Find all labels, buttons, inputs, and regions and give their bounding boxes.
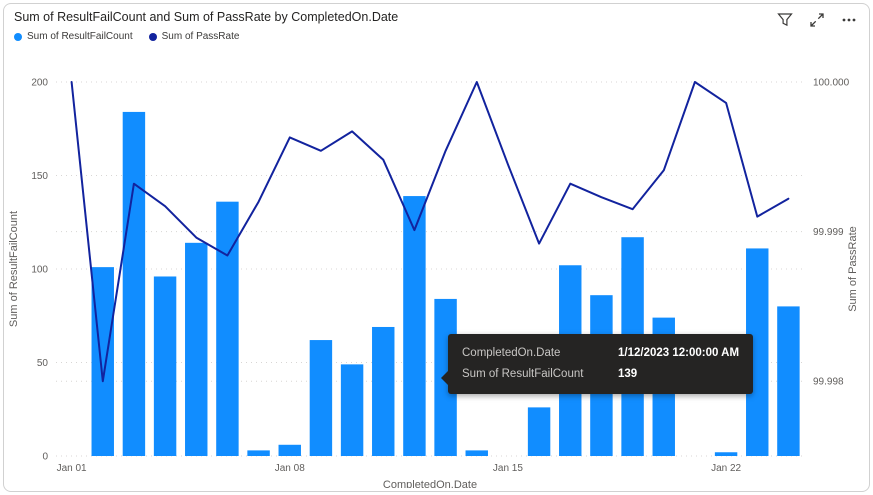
bar[interactable] xyxy=(340,364,364,456)
bar[interactable] xyxy=(153,276,177,456)
bar[interactable] xyxy=(777,306,800,456)
bar[interactable] xyxy=(216,201,239,456)
legend-item-label: Sum of ResultFailCount xyxy=(27,31,133,42)
legend-item-resultfailcount[interactable]: Sum of ResultFailCount xyxy=(14,31,133,42)
visual-card: Sum of ResultFailCount and Sum of PassRa… xyxy=(3,3,870,492)
legend: Sum of ResultFailCount Sum of PassRate xyxy=(14,31,239,42)
tooltip-value: 139 xyxy=(618,368,638,380)
bar[interactable] xyxy=(403,196,426,456)
more-options-icon[interactable] xyxy=(841,12,857,28)
chart-area[interactable]: 0 50 100 150 200 99.998 99.999 100.000 Jan 01 Jan… xyxy=(4,48,869,492)
legend-dot-resultfailcount xyxy=(14,32,22,41)
tooltip: CompletedOn.Date 1/12/2023 12:00:00 AM S… xyxy=(441,334,754,394)
tooltip-row: CompletedOn.Date 1/12/2023 12:00:00 AM xyxy=(462,343,739,364)
tooltip-label: CompletedOn.Date xyxy=(462,347,561,359)
tooltip-value: 1/12/2023 12:00:00 AM xyxy=(618,347,740,359)
bar[interactable] xyxy=(247,450,270,456)
right-axis-tick-label: 99.998 xyxy=(813,377,844,388)
left-axis-tick-label: 50 xyxy=(37,358,49,369)
bar[interactable] xyxy=(746,248,769,456)
bar[interactable] xyxy=(185,242,208,456)
bar[interactable] xyxy=(122,111,146,457)
right-axis-tick-label: 99.999 xyxy=(813,227,844,238)
right-axis-tick-label: 100.000 xyxy=(813,78,850,89)
legend-dot-passrate xyxy=(148,32,157,41)
x-axis-title: CompletedOn.Date xyxy=(383,479,477,488)
x-axis-tick-label: Jan 01 xyxy=(57,463,87,474)
bar[interactable] xyxy=(714,452,738,456)
left-axis-tick-label: 100 xyxy=(31,265,48,276)
left-axis-tick-label: 150 xyxy=(31,171,48,182)
visual-title: Sum of ResultFailCount and Sum of PassRa… xyxy=(14,10,399,24)
left-axis-tick-label: 200 xyxy=(31,78,48,89)
focus-mode-icon[interactable] xyxy=(809,12,825,28)
filter-icon[interactable] xyxy=(777,12,793,28)
right-axis-title: Sum of PassRate xyxy=(847,226,859,312)
tooltip-arrow xyxy=(441,371,448,385)
x-axis-tick-label: Jan 22 xyxy=(711,463,741,474)
left-axis-tick-label: 0 xyxy=(42,452,48,463)
bar[interactable] xyxy=(465,450,488,456)
x-axis-tick-label: Jan 15 xyxy=(493,463,523,474)
bar[interactable] xyxy=(527,407,551,456)
x-axis-tick-label: Jan 08 xyxy=(275,463,305,474)
tooltip-row: Sum of ResultFailCount 139 xyxy=(462,364,739,385)
bar[interactable] xyxy=(372,326,395,456)
legend-item-label: Sum of PassRate xyxy=(161,31,240,42)
visual-toolbar xyxy=(777,12,857,28)
chart-svg[interactable]: 0 50 100 150 200 99.998 99.999 100.000 Jan 01 Jan… xyxy=(4,48,869,492)
bar[interactable] xyxy=(309,340,333,456)
passrate-line[interactable] xyxy=(70,81,790,383)
bar[interactable] xyxy=(278,444,301,456)
left-axis-title: Sum of ResultFailCount xyxy=(8,211,20,327)
legend-item-passrate[interactable]: Sum of PassRate xyxy=(148,31,240,42)
tooltip-label: Sum of ResultFailCount xyxy=(462,368,584,380)
bar[interactable] xyxy=(91,267,114,456)
